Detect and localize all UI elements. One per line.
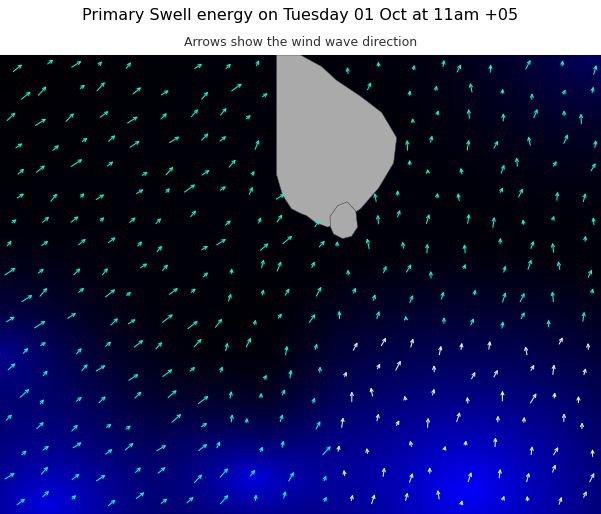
Polygon shape xyxy=(276,55,397,227)
Text: Arrows show the wind wave direction: Arrows show the wind wave direction xyxy=(184,36,417,49)
Polygon shape xyxy=(330,202,358,238)
Text: Primary Swell energy on Tuesday 01 Oct at 11am +05: Primary Swell energy on Tuesday 01 Oct a… xyxy=(82,8,519,23)
